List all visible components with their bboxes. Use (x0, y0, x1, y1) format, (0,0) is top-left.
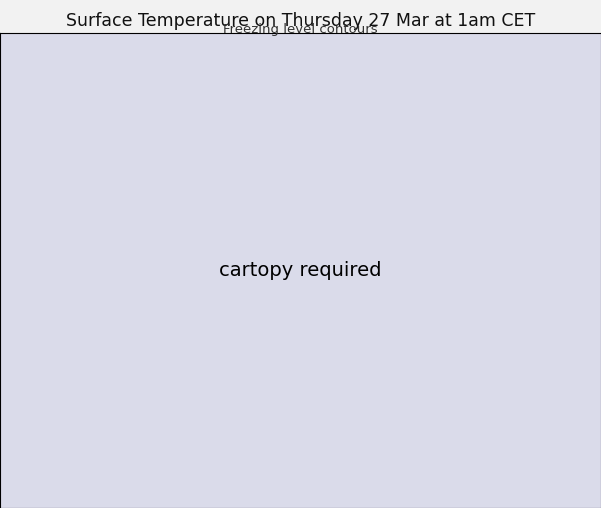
Text: cartopy required: cartopy required (219, 261, 382, 280)
Text: Freezing level contours: Freezing level contours (223, 23, 378, 37)
Text: Surface Temperature on Thursday 27 Mar at 1am CET: Surface Temperature on Thursday 27 Mar a… (66, 12, 535, 29)
